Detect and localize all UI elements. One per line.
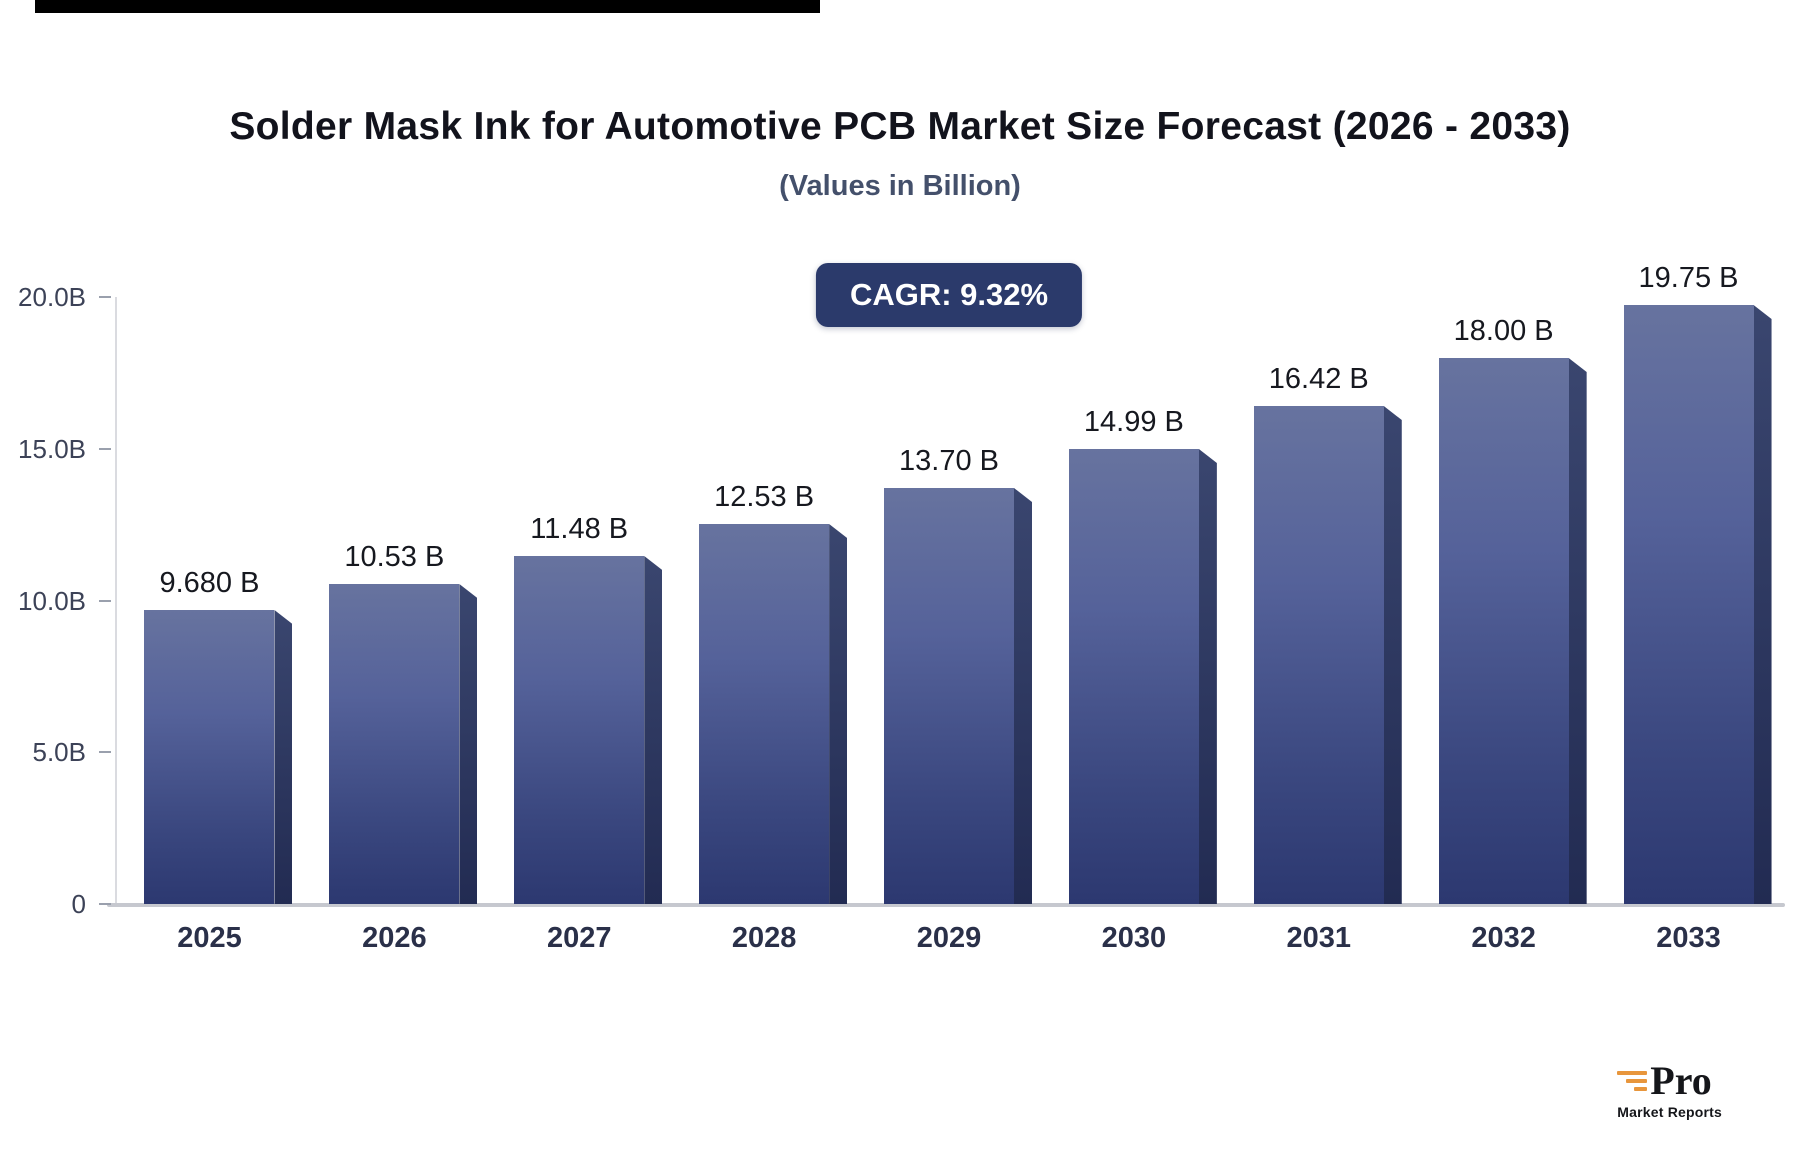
bar-side-face-2031 xyxy=(1383,406,1402,904)
logo-brand-text: Pro xyxy=(1650,1058,1712,1103)
bar-side-face-2030 xyxy=(1198,449,1217,904)
bar-2031 xyxy=(1253,406,1384,904)
x-axis-label-2029: 2029 xyxy=(916,922,982,954)
bar-value-label: 10.53 B xyxy=(344,541,445,573)
logo-line-icon xyxy=(1626,1079,1648,1083)
bar-value-label: 18.00 B xyxy=(1453,315,1554,347)
y-axis-tick-mark xyxy=(99,447,111,450)
y-axis-tick-label: 0 xyxy=(71,889,86,919)
x-axis-label-2028: 2028 xyxy=(731,922,797,954)
y-axis-tick-label: 20.0B xyxy=(18,282,86,312)
bar-2032 xyxy=(1438,358,1569,904)
x-axis-line xyxy=(107,903,1785,907)
bar-value-label: 9.680 B xyxy=(159,567,260,599)
bar-value-label: 12.53 B xyxy=(714,481,815,513)
logo-brand-subtext: Market Reports xyxy=(1617,1104,1722,1120)
bar-2029 xyxy=(884,488,1014,904)
cagr-badge: CAGR: 9.32% xyxy=(815,263,1083,327)
bar-side-face-2029 xyxy=(1014,488,1032,904)
bar-value-label: 11.48 B xyxy=(530,513,629,545)
bar-chart-plot-area: 20.0B 15.0B 10.0B 5.0B 0 9.680 B 2025 10.53 B 20… xyxy=(18,262,1785,954)
x-axis-label-2031: 2031 xyxy=(1286,922,1352,954)
logo-line-icon xyxy=(1634,1087,1648,1091)
y-axis-tick-mark xyxy=(99,599,111,602)
y-axis-line xyxy=(115,297,117,904)
bar-2027 xyxy=(514,556,645,904)
bar-side-face-2026 xyxy=(459,584,478,904)
bar-2030 xyxy=(1068,449,1199,904)
logo-top-row: Pro xyxy=(1617,1058,1712,1103)
x-axis-label-2026: 2026 xyxy=(362,922,427,954)
logo-line-icon xyxy=(1617,1071,1648,1075)
bar-2033 xyxy=(1623,305,1754,904)
bar-side-face-2027 xyxy=(644,556,663,904)
bar-value-label: 14.99 B xyxy=(1083,406,1184,438)
bar-value-label: 19.75 B xyxy=(1638,262,1739,294)
bar-2025 xyxy=(144,610,275,904)
x-axis-label-2027: 2027 xyxy=(546,922,612,954)
y-axis-tick-label: 5.0B xyxy=(32,737,87,768)
x-axis-label-2033: 2033 xyxy=(1656,922,1721,954)
y-axis-tick-mark xyxy=(99,903,111,905)
x-axis-label-2030: 2030 xyxy=(1101,922,1167,954)
pro-market-reports-logo: Pro Market Reports xyxy=(1617,1061,1722,1120)
bar-side-face-2028 xyxy=(829,524,848,904)
top-black-strip xyxy=(35,0,820,13)
bar-value-label: 13.70 B xyxy=(899,445,999,477)
bar-value-label: 16.42 B xyxy=(1268,363,1369,395)
bar-2026 xyxy=(329,584,460,904)
y-axis-tick-mark xyxy=(99,296,111,298)
x-axis-label-2032: 2032 xyxy=(1471,922,1536,954)
y-axis-tick-label: 15.0B xyxy=(18,433,86,464)
y-axis-tick-label: 10.0B xyxy=(18,585,86,616)
logo-lines-icon xyxy=(1617,1071,1648,1091)
bar-side-face-2033 xyxy=(1753,305,1772,904)
chart-subtitle: (Values in Billion) xyxy=(779,170,1021,202)
x-axis-label-2025: 2025 xyxy=(177,922,242,954)
bar-2028 xyxy=(699,524,830,904)
bar-side-face-2032 xyxy=(1568,358,1587,904)
y-axis-tick-mark xyxy=(99,751,111,754)
bar-side-face-2025 xyxy=(274,610,293,904)
chart-title: Solder Mask Ink for Automotive PCB Marke… xyxy=(229,105,1571,148)
